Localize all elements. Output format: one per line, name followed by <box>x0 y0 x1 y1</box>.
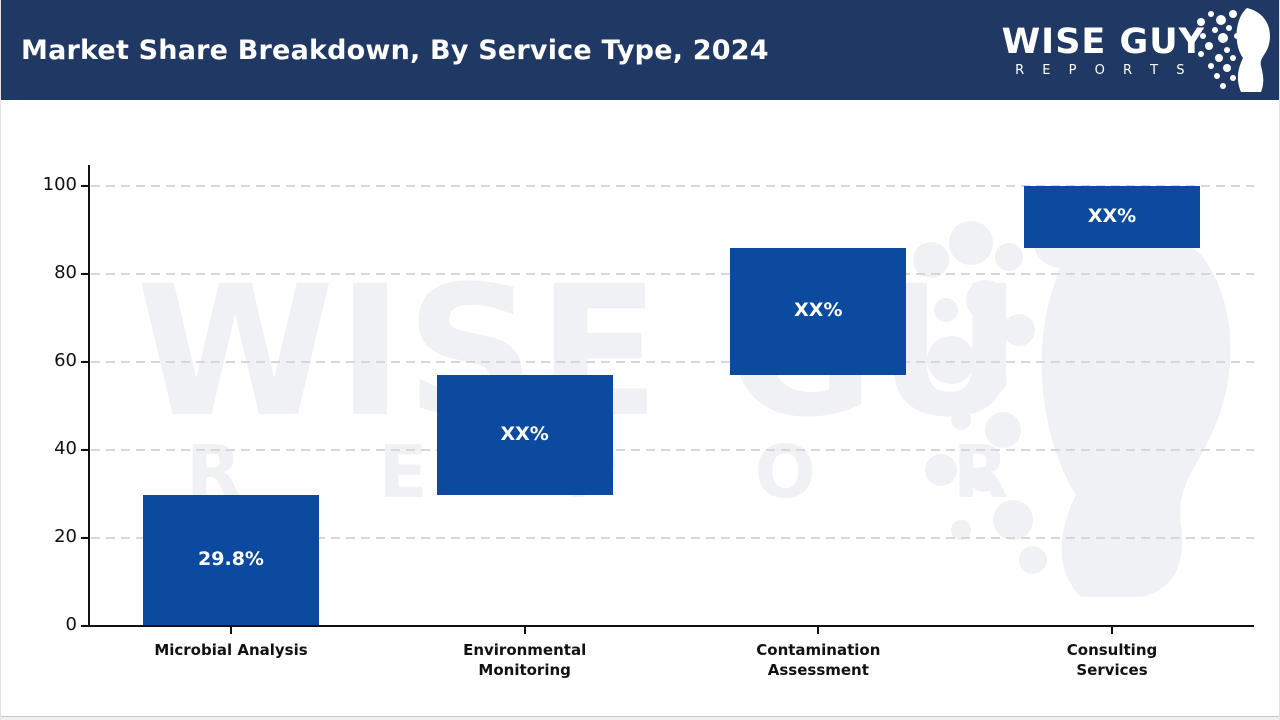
x-tick <box>817 626 820 634</box>
logo-face-icon <box>1197 8 1271 92</box>
y-tick <box>81 185 89 187</box>
bar-value-label: 29.8% <box>198 548 264 571</box>
y-tick <box>81 625 89 627</box>
x-tick <box>523 626 526 634</box>
x-category-label: Environmental Monitoring <box>463 641 587 679</box>
bar <box>436 375 613 495</box>
bottom-border <box>1 716 1279 720</box>
y-tick-label: 60 <box>54 350 77 371</box>
logo-text: WISE GUY R E P O R T S <box>1002 23 1205 78</box>
x-tick <box>230 626 232 634</box>
bar <box>143 494 319 626</box>
gridline <box>91 273 1254 275</box>
bar-value-label: XX% <box>500 423 549 446</box>
gridline <box>91 537 1254 539</box>
logo-subtext: R E P O R T S <box>1015 62 1192 78</box>
gridline <box>91 361 1254 363</box>
gridline <box>91 185 1254 187</box>
y-tick-label: 100 <box>42 174 77 195</box>
y-tick <box>81 361 89 363</box>
bar <box>730 247 907 376</box>
y-tick <box>81 537 89 539</box>
brand-logo: WISE GUY R E P O R T S <box>1002 4 1275 96</box>
x-category-label: Contamination Assessment <box>756 641 881 679</box>
watermark-face-icon <box>913 215 1231 597</box>
y-tick-label: 20 <box>54 526 77 547</box>
bar <box>1024 186 1200 248</box>
header-bar: Market Share Breakdown, By Service Type,… <box>1 0 1279 100</box>
bar-value-label: XX% <box>794 299 843 322</box>
bar-value-label: XX% <box>1087 204 1137 227</box>
y-axis-line <box>88 165 90 627</box>
y-tick-label: 80 <box>54 262 77 283</box>
y-tick <box>81 273 89 275</box>
x-category-label: Consulting Services <box>1066 641 1158 679</box>
logo-wordmark: WISE GUY <box>1001 21 1205 62</box>
x-category-label: Microbial Analysis <box>154 641 308 659</box>
y-tick-label: 40 <box>54 438 77 459</box>
y-tick <box>81 449 89 451</box>
x-tick <box>1111 626 1113 634</box>
gridline <box>91 449 1254 451</box>
chart-title: Market Share Breakdown, By Service Type,… <box>21 34 769 66</box>
y-tick-label: 0 <box>65 614 77 635</box>
x-axis-line <box>88 625 1254 627</box>
